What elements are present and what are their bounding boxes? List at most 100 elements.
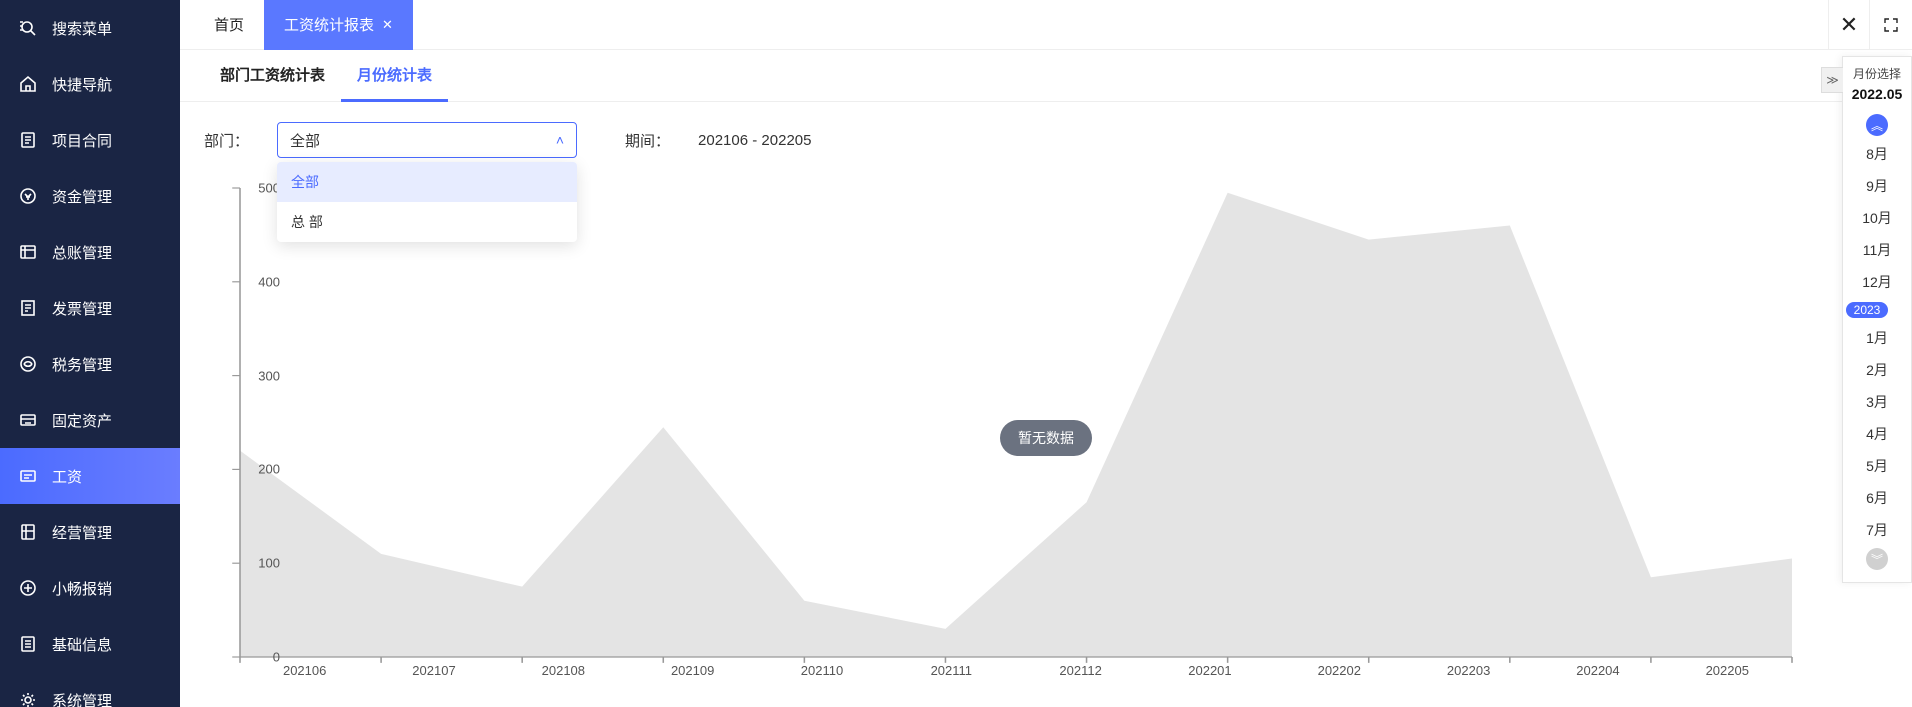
month-option-7[interactable]: 2月	[1860, 358, 1894, 382]
x-tick-label: 202108	[499, 663, 628, 687]
page-tabs-bar: 首页 工资统计报表 ✕ ✕	[180, 0, 1912, 50]
sidebar-item-2[interactable]: 项目合同	[0, 112, 180, 168]
main-area: 首页工资统计报表✕ ✕ 部门工资统计表月份统计表 刷新 部门： 全部 ˄ 全部总…	[180, 0, 1912, 707]
x-tick-label: 202107	[369, 663, 498, 687]
month-selector-panel: ≫ 月份选择 2022.05 ︽ 8月9月10月11月12月20231月2月3月…	[1842, 56, 1912, 583]
invoice-icon	[18, 298, 38, 318]
filter-row: 部门： 全部 ˄ 全部总 部 期间： 202106 - 202205	[180, 102, 1912, 168]
reimburse-icon	[18, 578, 38, 598]
month-year-badge: 2023	[1846, 302, 1889, 318]
dept-option-1[interactable]: 总 部	[277, 202, 577, 242]
sidebar-item-label: 工资	[52, 466, 82, 487]
x-tick-label: 202106	[240, 663, 369, 687]
salary-icon	[18, 466, 38, 486]
money-icon	[18, 186, 38, 206]
sub-tabs-bar: 部门工资统计表月份统计表 刷新	[180, 50, 1912, 102]
x-tick-label: 202112	[1016, 663, 1145, 687]
x-tick-label: 202111	[887, 663, 1016, 687]
sidebar-item-12[interactable]: 系统管理	[0, 672, 180, 707]
x-tick-label: 202204	[1533, 663, 1662, 687]
chevron-up-icon: ˄	[556, 132, 564, 148]
month-option-8[interactable]: 3月	[1860, 390, 1894, 414]
sidebar-item-8[interactable]: 工资	[0, 448, 180, 504]
sidebar-item-label: 固定资产	[52, 410, 112, 431]
x-tick-label: 202110	[757, 663, 886, 687]
page-tab-0[interactable]: 首页	[194, 0, 264, 50]
sidebar-item-label: 经营管理	[52, 522, 112, 543]
info-icon	[18, 634, 38, 654]
sidebar-item-label: 搜索菜单	[52, 18, 112, 39]
sidebar-item-3[interactable]: 资金管理	[0, 168, 180, 224]
month-option-6[interactable]: 1月	[1860, 326, 1894, 350]
y-tick-label: 200	[258, 462, 280, 477]
fullscreen-button[interactable]	[1870, 0, 1912, 50]
sidebar-item-label: 总账管理	[52, 242, 112, 263]
y-axis: 0100200300400500	[240, 188, 290, 657]
y-tick-label: 400	[258, 274, 280, 289]
month-option-9[interactable]: 4月	[1860, 422, 1894, 446]
period-label: 期间：	[625, 130, 670, 151]
dept-dropdown: 全部总 部	[277, 162, 577, 242]
sidebar-item-9[interactable]: 经营管理	[0, 504, 180, 560]
dept-filter-label: 部门：	[204, 130, 249, 151]
sidebar-item-7[interactable]: 固定资产	[0, 392, 180, 448]
page-tab-label: 首页	[214, 14, 244, 35]
subtab-1[interactable]: 月份统计表	[341, 64, 448, 102]
top-right-controls: ✕	[1828, 0, 1912, 50]
month-option-11[interactable]: 6月	[1860, 486, 1894, 510]
x-tick-label: 202203	[1404, 663, 1533, 687]
month-option-3[interactable]: 11月	[1857, 238, 1898, 262]
month-option-12[interactable]: 7月	[1860, 518, 1894, 542]
close-tab-button[interactable]: ✕	[1828, 0, 1870, 50]
system-icon	[18, 690, 38, 707]
month-option-0[interactable]: 8月	[1860, 142, 1894, 166]
sidebar-item-label: 系统管理	[52, 690, 112, 707]
page-tab-label: 工资统计报表	[284, 14, 374, 35]
chart-container: 暂无数据 0100200300400500 202106202107202108…	[180, 168, 1912, 707]
month-option-1[interactable]: 9月	[1860, 174, 1894, 198]
dept-option-0[interactable]: 全部	[277, 162, 577, 202]
y-tick-label: 300	[258, 368, 280, 383]
x-axis: 2021062021072021082021092021102021112021…	[240, 663, 1792, 687]
sidebar-item-4[interactable]: 总账管理	[0, 224, 180, 280]
month-list: 8月9月10月11月12月20231月2月3月4月5月6月7月	[1856, 140, 1899, 544]
month-option-4[interactable]: 12月	[1856, 270, 1898, 294]
x-tick-label: 202109	[628, 663, 757, 687]
doc-icon	[18, 130, 38, 150]
close-icon[interactable]: ✕	[382, 17, 393, 33]
sidebar-item-label: 税务管理	[52, 354, 112, 375]
month-panel-current: 2022.05	[1852, 86, 1903, 102]
sidebar-item-5[interactable]: 发票管理	[0, 280, 180, 336]
sidebar-item-label: 发票管理	[52, 298, 112, 319]
sidebar-item-11[interactable]: 基础信息	[0, 616, 180, 672]
page-tab-1[interactable]: 工资统计报表 ✕	[264, 0, 413, 50]
sidebar-item-1[interactable]: 快捷导航	[0, 56, 180, 112]
y-tick-label: 100	[258, 556, 280, 571]
ledger-icon	[18, 242, 38, 262]
subtab-0[interactable]: 部门工资统计表	[204, 64, 341, 101]
sidebar-item-0[interactable]: 搜索菜单	[0, 0, 180, 56]
sidebar-item-10[interactable]: 小畅报销	[0, 560, 180, 616]
sidebar-item-6[interactable]: 税务管理	[0, 336, 180, 392]
sidebar-item-label: 项目合同	[52, 130, 112, 151]
month-scroll-up[interactable]: ︽	[1866, 114, 1888, 136]
dept-select-wrap: 全部 ˄ 全部总 部	[277, 122, 577, 158]
x-tick-label: 202202	[1275, 663, 1404, 687]
month-panel-toggle[interactable]: ≫	[1821, 67, 1843, 93]
sidebar-item-label: 基础信息	[52, 634, 112, 655]
search-icon	[18, 18, 38, 38]
x-tick-label: 202205	[1663, 663, 1792, 687]
sidebar: 搜索菜单快捷导航项目合同资金管理总账管理发票管理税务管理固定资产工资经营管理小畅…	[0, 0, 180, 707]
home-icon	[18, 74, 38, 94]
month-option-2[interactable]: 10月	[1856, 206, 1898, 230]
month-scroll-down[interactable]: ︾	[1866, 548, 1888, 570]
tax-icon	[18, 354, 38, 374]
sidebar-item-label: 小畅报销	[52, 578, 112, 599]
no-data-badge: 暂无数据	[1000, 420, 1092, 456]
period-value: 202106 - 202205	[698, 132, 811, 149]
month-panel-title: 月份选择	[1853, 65, 1901, 82]
sidebar-item-label: 资金管理	[52, 186, 112, 207]
dept-select-value: 全部	[290, 130, 320, 151]
month-option-10[interactable]: 5月	[1860, 454, 1894, 478]
dept-select[interactable]: 全部 ˄	[277, 122, 577, 158]
